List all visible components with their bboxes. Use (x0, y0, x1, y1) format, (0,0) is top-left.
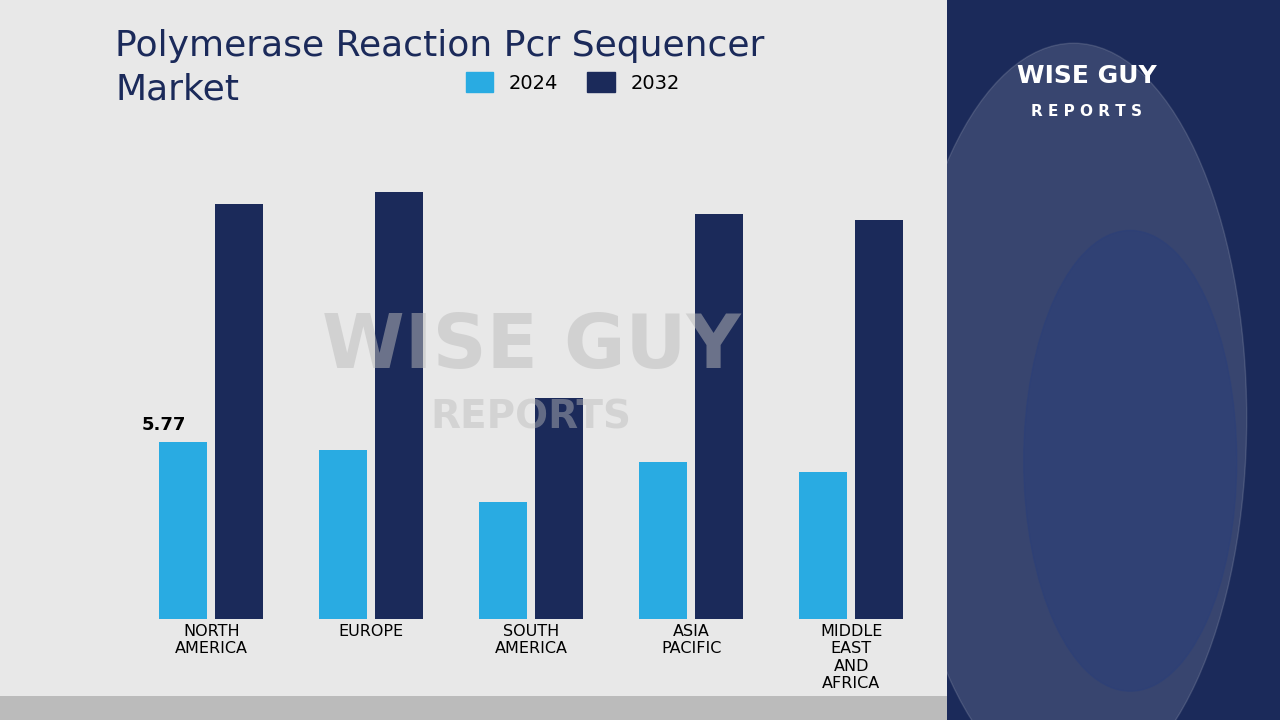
Circle shape (1024, 230, 1236, 691)
Text: 5.77: 5.77 (142, 416, 186, 434)
Legend: 2024, 2032: 2024, 2032 (458, 65, 687, 101)
Bar (215, 204, 264, 619)
Bar (855, 220, 904, 619)
Text: R E P O R T S: R E P O R T S (1032, 104, 1143, 119)
Bar (535, 398, 584, 619)
Text: REPORTS: REPORTS (430, 399, 632, 436)
Text: Polymerase Reaction Pcr Sequencer
Market: Polymerase Reaction Pcr Sequencer Market (115, 29, 764, 107)
Text: WISE GUY: WISE GUY (1018, 63, 1157, 88)
Bar (479, 503, 527, 619)
Bar (159, 442, 207, 619)
Text: WISE GUY: WISE GUY (321, 310, 741, 384)
Bar (375, 192, 424, 619)
Bar (319, 450, 367, 619)
Circle shape (901, 43, 1247, 720)
Bar (799, 472, 847, 619)
Bar (695, 214, 744, 619)
Bar (639, 462, 687, 619)
